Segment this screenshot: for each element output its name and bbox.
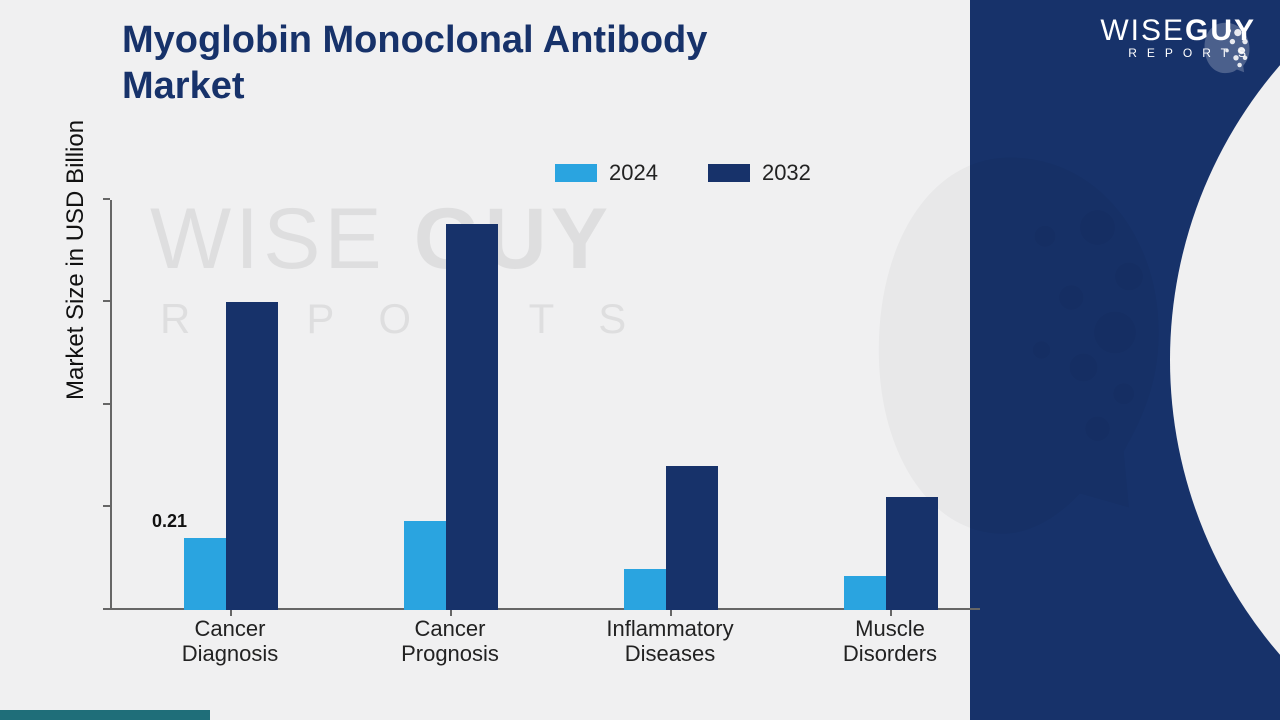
y-tick — [103, 198, 110, 200]
bar-chart: 0.21CancerDiagnosis CancerPrognosis Inflam… — [110, 200, 980, 610]
brand-logo: WISEGUY REPORTS — [1100, 14, 1256, 60]
footer-accent-bar — [0, 710, 210, 720]
right-panel — [970, 0, 1280, 720]
brand-head-icon — [1200, 20, 1254, 74]
x-tick — [450, 610, 452, 616]
bar-series-b — [886, 497, 938, 610]
y-tick — [103, 608, 110, 610]
bar-group: InflammatoryDiseases — [590, 200, 750, 610]
chart-title: Myoglobin Monoclonal Antibody Market — [122, 18, 762, 109]
y-axis-label: Market Size in USD Billion — [62, 120, 90, 400]
category-label: CancerPrognosis — [370, 610, 530, 667]
bar-series-b — [446, 224, 498, 610]
bar-series-b — [226, 302, 278, 610]
y-tick — [103, 505, 110, 507]
bar-group: MuscleDisorders — [810, 200, 970, 610]
category-label: InflammatoryDiseases — [590, 610, 750, 667]
brand-wise: WISE — [1100, 14, 1185, 47]
y-tick — [103, 300, 110, 302]
legend-item-2024: 2024 — [555, 160, 658, 186]
bar-value-label: 0.21 — [152, 511, 187, 532]
chart-canvas: WISE GUY REPORTS Myoglobin Monoclonal An… — [0, 0, 1280, 720]
bar-series-b — [666, 466, 718, 610]
legend-swatch-2024 — [555, 164, 597, 182]
x-tick — [890, 610, 892, 616]
bar-group: 0.21CancerDiagnosis — [150, 200, 310, 610]
legend-swatch-2032 — [708, 164, 750, 182]
y-axis-line — [110, 200, 112, 610]
legend: 2024 2032 — [555, 160, 811, 186]
category-label: CancerDiagnosis — [150, 610, 310, 667]
panel-cutout-circle — [1170, 0, 1280, 720]
category-label: MuscleDisorders — [810, 610, 970, 667]
bar-group: CancerPrognosis — [370, 200, 530, 610]
y-tick — [103, 403, 110, 405]
legend-label-2032: 2032 — [762, 160, 811, 186]
x-tick — [230, 610, 232, 616]
legend-label-2024: 2024 — [609, 160, 658, 186]
x-tick — [670, 610, 672, 616]
legend-item-2032: 2032 — [708, 160, 811, 186]
